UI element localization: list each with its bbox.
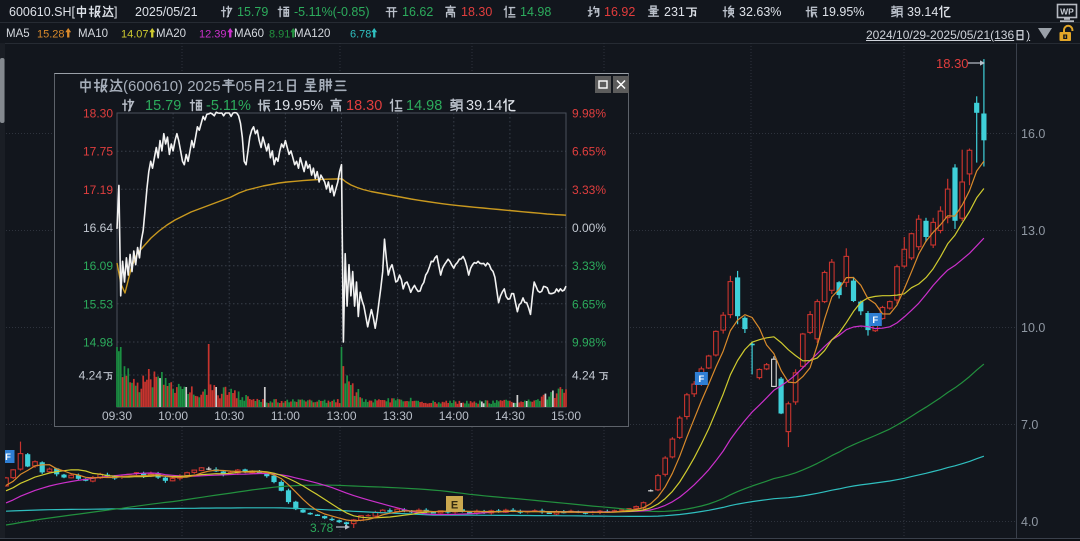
svg-text:14.98: 14.98 bbox=[83, 336, 113, 350]
svg-text:4.0: 4.0 bbox=[1021, 515, 1038, 529]
svg-text:15.53: 15.53 bbox=[83, 297, 113, 311]
svg-text:F: F bbox=[872, 315, 878, 326]
svg-text:16.64: 16.64 bbox=[83, 221, 113, 235]
svg-text:13:30: 13:30 bbox=[383, 409, 413, 423]
svg-text:17.19: 17.19 bbox=[83, 183, 113, 197]
svg-text:10:30: 10:30 bbox=[214, 409, 244, 423]
svg-text:7.0: 7.0 bbox=[1021, 418, 1038, 432]
svg-text:15:00: 15:00 bbox=[551, 409, 581, 423]
svg-text:4.24: 4.24 bbox=[79, 369, 103, 383]
svg-text:3.78: 3.78 bbox=[310, 521, 334, 535]
svg-text:9.98%: 9.98% bbox=[572, 107, 606, 121]
svg-text:4.24: 4.24 bbox=[572, 369, 596, 383]
svg-text:6.65%: 6.65% bbox=[572, 145, 606, 159]
svg-text:0.00%: 0.00% bbox=[572, 221, 606, 235]
svg-text:E: E bbox=[451, 500, 458, 512]
svg-text:3.33%: 3.33% bbox=[572, 259, 606, 273]
svg-text:16.09: 16.09 bbox=[83, 259, 113, 273]
svg-text:13.0: 13.0 bbox=[1021, 224, 1045, 238]
svg-text:9.98%: 9.98% bbox=[572, 336, 606, 350]
svg-text:09:30: 09:30 bbox=[102, 409, 132, 423]
svg-text:14:00: 14:00 bbox=[439, 409, 469, 423]
svg-text:10.0: 10.0 bbox=[1021, 321, 1045, 335]
svg-text:WP: WP bbox=[1060, 7, 1074, 17]
svg-text:6.65%: 6.65% bbox=[572, 297, 606, 311]
svg-text:13:00: 13:00 bbox=[326, 409, 356, 423]
svg-text:17.75: 17.75 bbox=[83, 145, 113, 159]
svg-text:3.33%: 3.33% bbox=[572, 183, 606, 197]
svg-text:18.30: 18.30 bbox=[83, 107, 113, 121]
svg-text:11:00: 11:00 bbox=[271, 409, 300, 423]
svg-text:18.30: 18.30 bbox=[936, 56, 969, 71]
svg-text:14:30: 14:30 bbox=[495, 409, 525, 423]
svg-text:16.0: 16.0 bbox=[1021, 127, 1045, 141]
svg-text:10:00: 10:00 bbox=[158, 409, 188, 423]
svg-text:F: F bbox=[698, 374, 704, 385]
svg-text:F: F bbox=[5, 452, 11, 463]
